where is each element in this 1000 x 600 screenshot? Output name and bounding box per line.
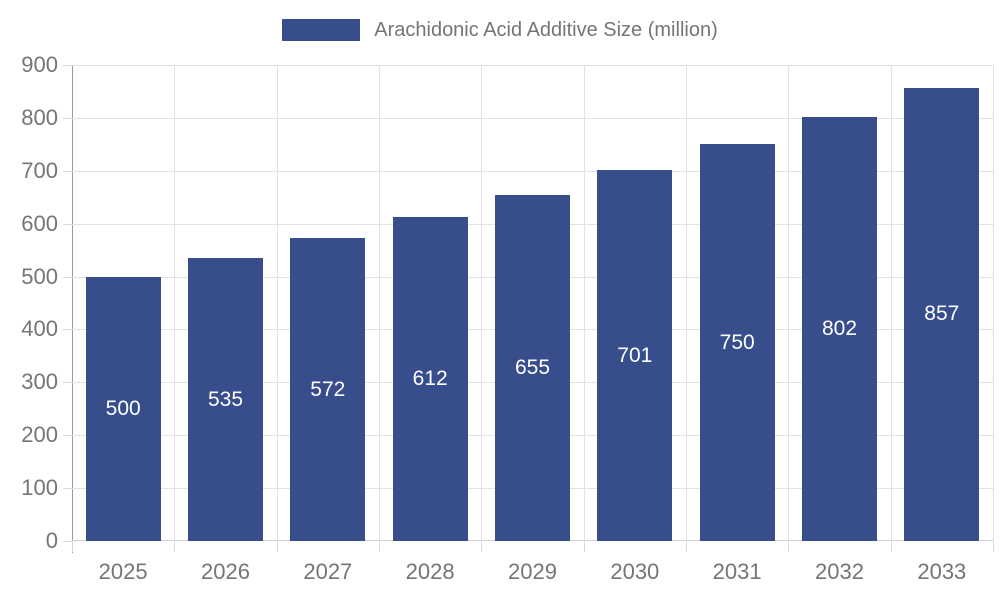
x-tick (174, 541, 176, 552)
gridline-v (890, 65, 892, 541)
y-tick (63, 170, 72, 172)
gridline-h (72, 117, 993, 119)
y-tick-label: 800 (21, 104, 58, 130)
y-tick (63, 435, 72, 437)
x-tick-label: 2026 (201, 559, 250, 584)
x-tick-label: 2029 (508, 559, 557, 584)
y-tick-label: 400 (21, 316, 58, 342)
legend: Arachidonic Acid Additive Size (million) (0, 18, 1000, 42)
plot-area: 0 100 200 300 400 500 600 700 800 900 500 2025 535 20… (21, 52, 994, 584)
y-tick (63, 541, 72, 542)
bar: 750 (699, 144, 775, 541)
bar: 612 (392, 217, 468, 541)
x-tick (72, 541, 73, 552)
gridline-v (788, 65, 790, 541)
x-tick-label: 2028 (405, 559, 455, 584)
bar-value-label: 572 (310, 377, 346, 401)
bar-value-label: 535 (207, 387, 244, 411)
x-tick-label: 2032 (815, 559, 864, 584)
x-tick (276, 541, 278, 552)
y-tick-label: 900 (21, 52, 58, 77)
gridline-v (685, 65, 687, 541)
gridline-v (993, 65, 994, 541)
bar: 802 (802, 116, 877, 541)
y-tick (63, 329, 72, 331)
gridline-v (174, 65, 176, 541)
bar-value-label: 500 (105, 396, 141, 420)
x-tick-label: 2033 (917, 559, 967, 584)
bar: 655 (495, 194, 570, 541)
x-tick (685, 541, 687, 552)
x-tick-label: 2027 (303, 559, 353, 584)
y-tick (63, 117, 72, 119)
bar: 701 (597, 170, 673, 541)
bar: 572 (290, 238, 366, 541)
y-tick (63, 276, 72, 278)
y-tick-label: 300 (21, 369, 58, 395)
y-tick (63, 65, 72, 66)
x-tick (890, 541, 892, 552)
x-tick-label: 2031 (712, 559, 762, 584)
y-tick-label: 200 (21, 422, 58, 448)
bar-value-label: 857 (924, 302, 960, 326)
gridline-v (276, 65, 278, 541)
y-tick-label: 500 (21, 263, 58, 289)
x-tick-label: 2030 (610, 559, 660, 584)
x-tick (378, 541, 380, 552)
y-axis-spine (72, 65, 73, 553)
gridline-v (481, 65, 483, 541)
x-tick (583, 541, 585, 552)
y-tick (63, 382, 72, 384)
y-tick-label: 600 (21, 210, 58, 236)
bar-value-label: 701 (617, 343, 653, 367)
bar-value-label: 612 (412, 367, 448, 391)
bar: 500 (85, 276, 161, 541)
x-tick (481, 541, 483, 552)
gridline-v (378, 65, 380, 541)
x-tick-label: 2025 (98, 559, 148, 584)
y-tick-label: 0 (45, 528, 58, 553)
y-tick-label: 700 (21, 157, 58, 183)
y-tick (63, 488, 72, 490)
bar: 857 (904, 87, 980, 541)
x-tick (788, 541, 790, 552)
y-tick-label: 100 (21, 475, 58, 501)
bar-value-label: 802 (821, 316, 858, 340)
x-tick (993, 541, 994, 552)
y-tick (63, 223, 72, 225)
bar: 535 (188, 258, 263, 541)
gridline-v (583, 65, 585, 541)
legend-swatch (282, 19, 361, 41)
legend-label: Arachidonic Acid Additive Size (million) (374, 19, 718, 41)
gridline-h (72, 170, 993, 172)
bar-value-label: 750 (719, 330, 755, 354)
bar-value-label: 655 (514, 355, 551, 379)
gridline-h (72, 65, 993, 66)
